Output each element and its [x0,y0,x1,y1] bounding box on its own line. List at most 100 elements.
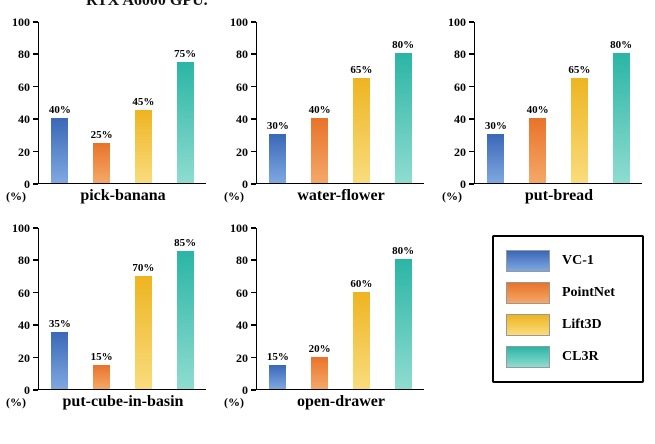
y-axis-unit: (%) [224,189,244,203]
bar-vc-1 [51,118,69,183]
y-tick-mark [251,21,256,23]
y-tick-label: 100 [12,15,30,29]
bar-group-lift3d: 60% [341,228,383,389]
y-tick-mark [469,150,474,153]
x-caption: (%) pick-banana [4,187,208,211]
y-axis: 0 20 40 60 80 100 [4,221,38,397]
y-tick-label: 40 [236,112,248,127]
plot-area: 0 20 40 60 80 100 35% 15% 70% 85% [12,221,208,397]
bar-group-cl3r: 80% [382,22,424,183]
y-tick-label: 100 [230,15,248,29]
bar-lift3d [570,77,588,183]
y-tick-label: 60 [236,285,248,300]
y-tick-label: 40 [18,112,30,127]
y-tick-label: 0 [24,383,30,397]
y-tick-mark [469,118,474,120]
bar-lift3d [352,291,370,389]
bar-pointnet [311,356,329,389]
bar-group-vc-1: 35% [39,228,81,389]
bar-group-cl3r: 80% [600,22,642,183]
legend-swatch-pointnet [506,282,550,304]
bar-group-cl3r: 80% [382,228,424,389]
cropped-caption: RTX A6000 GPU. [86,0,655,11]
y-tick-label: 60 [236,79,248,94]
subplot-open-drawer: 0 20 40 60 80 100 15% 20% 60% 80% (%) open-drawe… [222,219,426,417]
bar-value-label: 80% [392,245,415,258]
bar-group-vc-1: 30% [475,22,517,183]
bar-cl3r [612,53,630,183]
subplot-water-flower: 0 20 40 60 80 100 30% 40% 65% 80% (%) water-flow… [222,13,426,211]
y-tick-label: 40 [454,112,466,127]
legend-label: PointNet [562,285,615,300]
legend-label: VC-1 [562,253,594,268]
charts-row-bottom: 0 20 40 60 80 100 35% 15% 70% 85% (%) put-cube-i… [4,219,655,417]
bar-value-label: 60% [350,277,373,290]
subplot-title: pick-banana [80,187,166,204]
bar-cl3r [176,61,194,183]
bars-container: 35% 15% 70% 85% [38,228,206,390]
x-caption: (%) put-cube-in-basin [4,393,208,417]
bar-group-pointnet: 40% [299,22,341,183]
bars-container: 30% 40% 65% 80% [474,22,642,184]
y-tick-mark [33,53,38,55]
bar-group-lift3d: 45% [123,22,165,183]
y-tick-mark [469,183,474,185]
legend-entry-vc1: VC-1 [506,250,630,272]
y-tick-label: 0 [460,177,466,191]
legend-wrap: VC-1 PointNet Lift3D CL3R [492,235,644,383]
y-axis-unit: (%) [6,189,26,203]
x-caption: (%) put-bread [440,187,644,211]
charts-row-top: 0 20 40 60 80 100 40% 25% 45% 75% (%) pick-banan… [4,13,655,211]
bar-pointnet [93,142,111,183]
y-tick-label: 20 [236,144,248,159]
y-tick-label: 0 [24,177,30,191]
bar-cl3r [394,53,412,183]
y-axis-unit: (%) [6,395,26,409]
legend-entry-lift3d: Lift3D [506,314,630,336]
bar-vc-1 [487,134,505,183]
bar-value-label: 40% [308,104,331,117]
subplot-title: put-cube-in-basin [62,393,184,410]
bar-group-pointnet: 15% [81,228,123,389]
subplot-title: water-flower [297,187,385,204]
y-tick-label: 100 [12,221,30,235]
y-axis: 0 20 40 60 80 100 [4,15,38,191]
bar-value-label: 45% [132,96,155,109]
bar-vc-1 [51,332,69,389]
y-tick-mark [251,85,256,88]
y-tick-mark [33,356,38,359]
y-tick-mark [33,183,38,185]
y-tick-mark [33,85,38,88]
y-tick-mark [251,389,256,391]
y-tick-label: 80 [18,253,30,268]
bar-group-cl3r: 85% [164,228,206,389]
bar-cl3r [176,251,194,389]
subplot-put-bread: 0 20 40 60 80 100 30% 40% 65% 80% (%) put-bread [440,13,644,211]
y-tick-label: 40 [236,318,248,333]
subplot-title: put-bread [524,187,594,204]
y-tick-mark [33,21,38,23]
y-tick-label: 80 [236,47,248,62]
y-axis-unit: (%) [442,189,462,203]
bar-group-vc-1: 30% [257,22,299,183]
bar-value-label: 15% [266,350,289,363]
bar-group-vc-1: 40% [39,22,81,183]
bar-lift3d [134,275,152,389]
y-tick-mark [33,259,38,261]
y-tick-label: 0 [242,383,248,397]
y-tick-label: 80 [18,47,30,62]
legend-label: CL3R [562,349,599,364]
y-axis: 0 20 40 60 80 100 [222,221,256,397]
bar-group-lift3d: 65% [559,22,601,183]
y-axis: 0 20 40 60 80 100 [222,15,256,191]
y-axis-unit: (%) [224,395,244,409]
plot-area: 0 20 40 60 80 100 40% 25% 45% 75% [12,15,208,191]
subplot-title: open-drawer [297,393,385,410]
bar-value-label: 65% [350,63,373,76]
bar-value-label: 40% [48,104,71,117]
y-tick-label: 20 [18,144,30,159]
bar-group-pointnet: 40% [517,22,559,183]
bar-vc-1 [269,134,287,183]
bar-group-vc-1: 15% [257,228,299,389]
bar-group-pointnet: 20% [299,228,341,389]
